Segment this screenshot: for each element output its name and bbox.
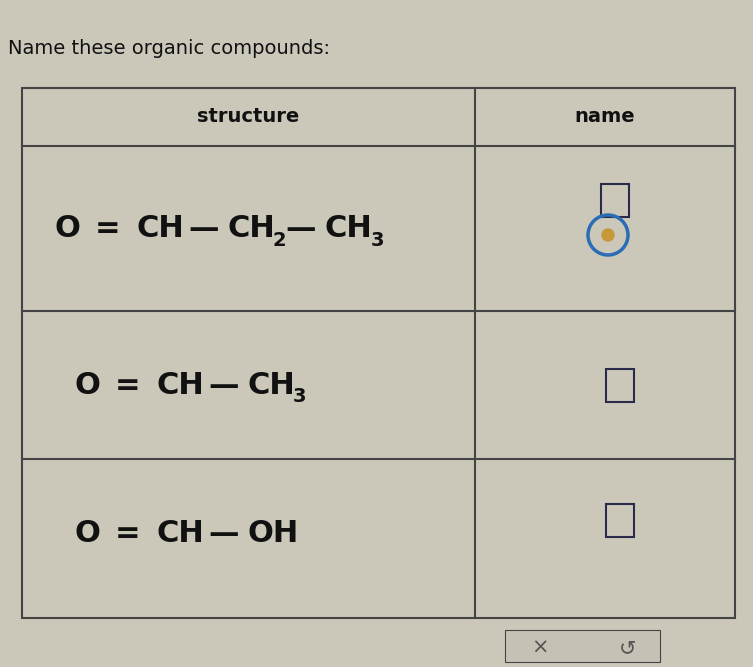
Text: —: — <box>188 214 218 243</box>
Text: ×: × <box>532 638 549 658</box>
Bar <box>601 183 629 217</box>
Text: CH: CH <box>248 370 296 400</box>
Text: 2: 2 <box>273 231 287 250</box>
Text: CH: CH <box>228 214 276 243</box>
Text: O: O <box>55 214 81 243</box>
Circle shape <box>602 229 614 241</box>
Bar <box>606 368 634 402</box>
Text: —: — <box>208 518 239 548</box>
Text: 3: 3 <box>293 388 306 406</box>
Text: —: — <box>208 370 239 400</box>
Text: CH: CH <box>157 370 205 400</box>
Text: CH: CH <box>137 214 184 243</box>
Bar <box>505 630 660 662</box>
Text: —: — <box>285 214 316 243</box>
Text: ↺: ↺ <box>619 638 637 658</box>
Text: Name these organic compounds:: Name these organic compounds: <box>8 39 330 57</box>
Bar <box>22 88 735 618</box>
Text: CH: CH <box>157 518 205 548</box>
Text: ↺: ↺ <box>619 638 637 658</box>
Text: ×: × <box>532 638 549 658</box>
Text: =: = <box>115 518 141 548</box>
Text: O: O <box>75 518 101 548</box>
Text: 3: 3 <box>371 231 385 250</box>
Text: =: = <box>95 214 120 243</box>
Text: =: = <box>115 370 141 400</box>
Text: O: O <box>75 370 101 400</box>
Text: OH: OH <box>248 518 299 548</box>
Text: name: name <box>575 107 636 127</box>
Bar <box>606 504 634 536</box>
Text: CH: CH <box>325 214 373 243</box>
Text: structure: structure <box>197 107 300 127</box>
